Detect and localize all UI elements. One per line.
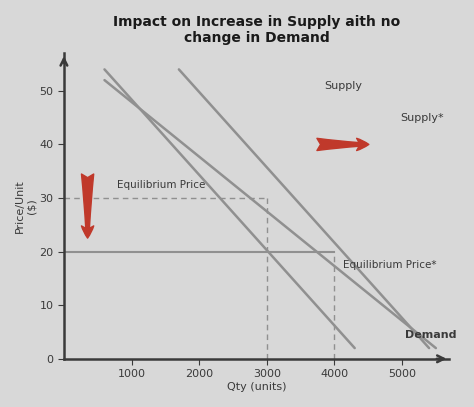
Text: Supply: Supply (324, 81, 362, 91)
Text: Equilibrium Price*: Equilibrium Price* (343, 260, 436, 270)
Text: Supply*: Supply* (401, 113, 444, 123)
Text: Demand: Demand (405, 330, 457, 340)
X-axis label: Qty (units): Qty (units) (227, 382, 286, 392)
Title: Impact on Increase in Supply aith no
change in Demand: Impact on Increase in Supply aith no cha… (113, 15, 400, 45)
Text: Equilibrium Price: Equilibrium Price (117, 180, 205, 190)
Y-axis label: Price/Unit
($): Price/Unit ($) (15, 179, 36, 233)
